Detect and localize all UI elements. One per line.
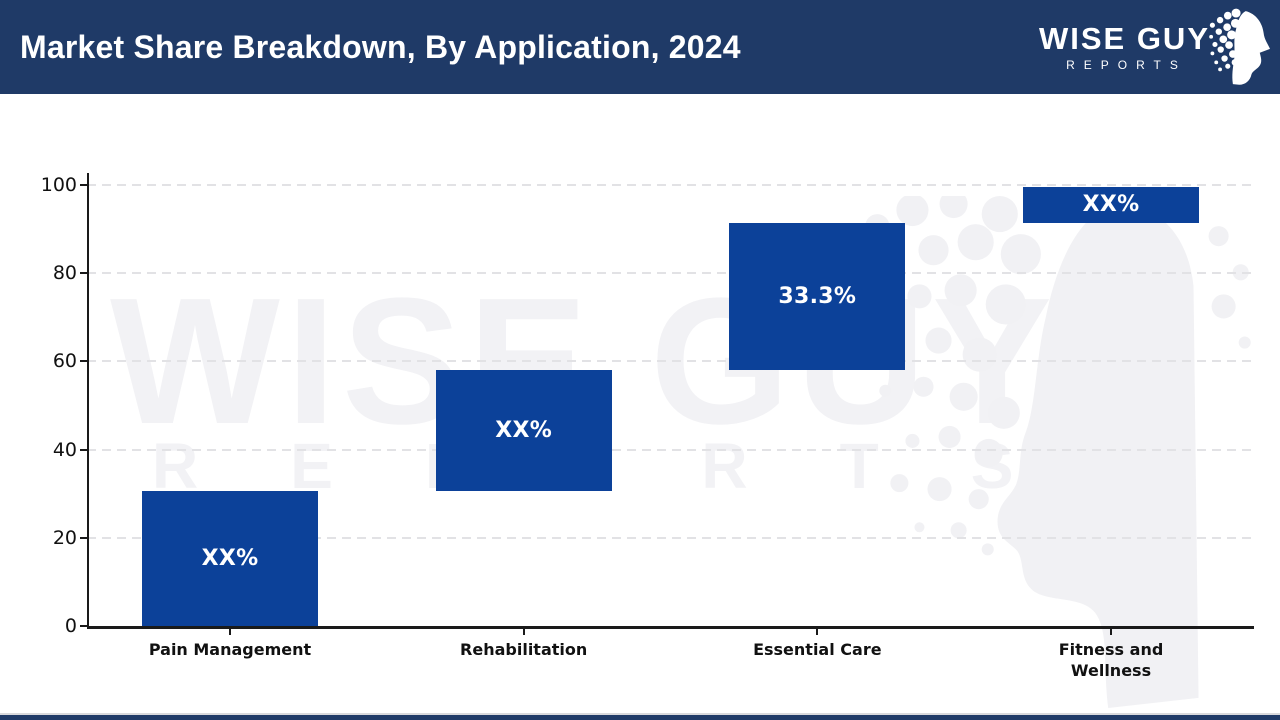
logo-brand-name: WISE GUY	[1038, 20, 1210, 56]
gridline-y100	[87, 184, 1254, 186]
page-title: Market Share Breakdown, By Application, …	[20, 28, 741, 65]
x-category-label: Fitness and Wellness	[1058, 640, 1164, 680]
x-axis-line	[87, 626, 1254, 629]
y-axis-tick	[80, 448, 87, 451]
bar-essential-care: 33.3%	[729, 222, 906, 370]
wiseguy-face-logo-icon	[1209, 8, 1270, 85]
y-axis-tick	[80, 536, 87, 539]
x-category-label: Pain Management	[148, 640, 312, 659]
y-axis-tick	[80, 625, 87, 627]
y-tick-label: 100	[40, 174, 77, 196]
y-axis-line	[87, 173, 89, 629]
gridline-y60	[87, 360, 1254, 363]
x-axis-tick	[229, 628, 231, 635]
gridline-y40	[87, 448, 1254, 451]
bar-value-label: 33.3%	[778, 283, 857, 309]
wiseguy-logo-text: WISE GUY REPORTS	[1038, 20, 1210, 72]
x-axis-tick	[522, 628, 525, 635]
bar-value-label: XX%	[495, 418, 553, 444]
y-axis-tick	[80, 184, 87, 186]
x-category-label: Rehabilitation	[460, 640, 588, 659]
y-tick-label: 0	[64, 615, 77, 637]
x-axis-tick	[1110, 628, 1112, 635]
footer-band	[0, 715, 1280, 720]
header-band: Market Share Breakdown, By Application, …	[0, 0, 1280, 94]
y-tick-label: 60	[52, 350, 77, 373]
wiseguy-logo: WISE GUY REPORTS	[1039, 0, 1270, 94]
face-watermark-icon	[865, 196, 1251, 708]
logo-brand-subtitle: REPORTS	[1066, 57, 1187, 72]
gridline-y80	[87, 272, 1254, 275]
gridline-y20	[87, 536, 1254, 539]
footer-divider	[0, 713, 1280, 715]
y-axis-tick	[80, 272, 87, 275]
y-tick-label: 20	[52, 526, 77, 549]
y-axis-tick	[80, 360, 87, 363]
bar-rehabilitation: XX%	[435, 369, 612, 492]
x-category-label: Essential Care	[753, 640, 882, 659]
y-tick-label: 80	[52, 262, 77, 285]
bar-pain-management: XX%	[142, 491, 318, 626]
bar-fitness-and-wellness: XX%	[1023, 186, 1199, 223]
bar-value-label: XX%	[201, 546, 259, 572]
y-tick-label: 40	[52, 438, 77, 461]
x-axis-tick	[816, 628, 819, 635]
bar-value-label: XX%	[1082, 192, 1140, 218]
